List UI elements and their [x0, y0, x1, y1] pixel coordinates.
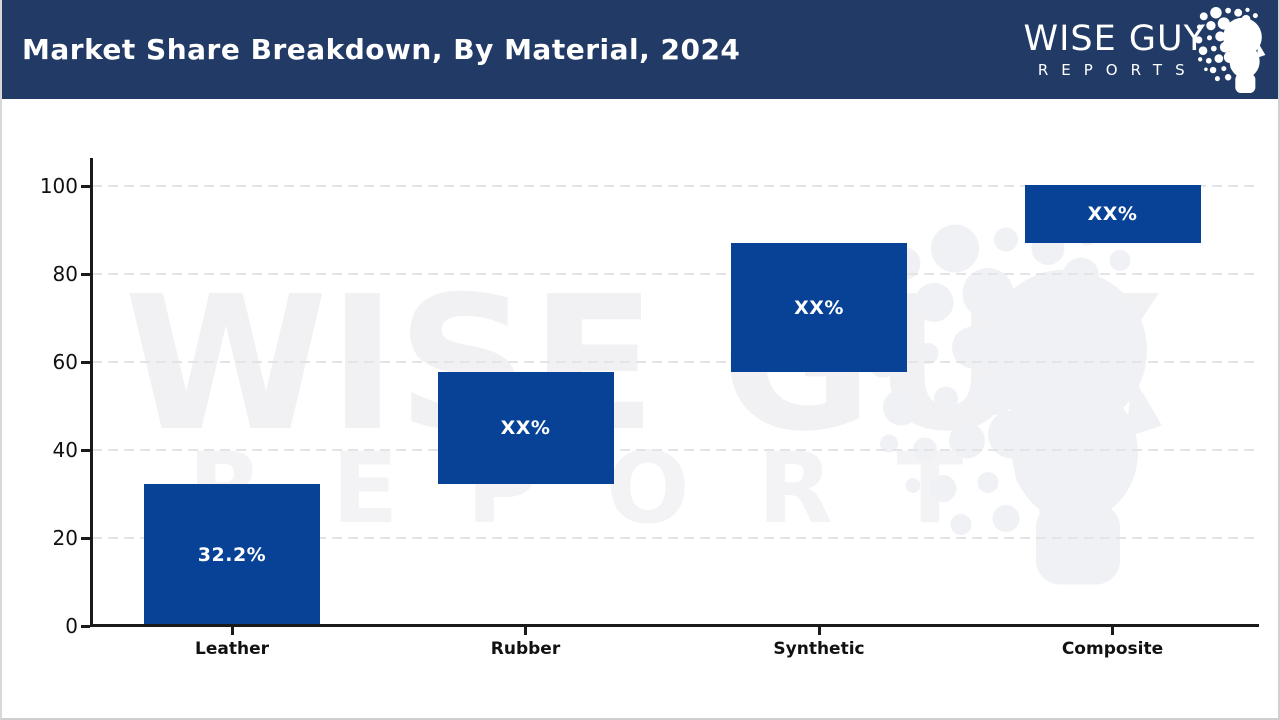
brand-logo: WISE GUY REPORTS — [1023, 7, 1270, 93]
x-category-label: Composite — [1061, 639, 1164, 659]
brand-name: WISE GUY — [1023, 18, 1206, 59]
x-axis-tick — [524, 627, 527, 635]
bar-value-label: XX% — [1087, 203, 1138, 226]
bar: XX% — [1024, 185, 1201, 244]
y-axis-line — [90, 158, 93, 627]
bar-value-label: XX% — [794, 296, 844, 319]
gridline — [92, 537, 1259, 539]
brand-head-icon — [1195, 7, 1266, 93]
y-axis-tick-label: 40 — [52, 438, 78, 462]
bar: XX% — [731, 243, 907, 373]
gridline — [92, 273, 1259, 275]
x-axis-tick — [230, 627, 234, 635]
bar-value-label: 32.2% — [197, 544, 267, 567]
x-axis-tick — [817, 627, 821, 635]
brand-wordmark: WISE GUY REPORTS — [1023, 18, 1206, 79]
y-axis-tick-label: 100 — [39, 174, 78, 198]
y-axis-tick — [81, 185, 90, 188]
gridline — [92, 449, 1259, 451]
gridline — [92, 185, 1259, 187]
x-axis-line — [90, 624, 1259, 627]
bar: 32.2% — [144, 484, 320, 626]
y-axis-tick-label: 60 — [52, 350, 78, 374]
bar-value-label: XX% — [500, 417, 551, 440]
header-bar: Market Share Breakdown, By Material, 202… — [2, 0, 1278, 99]
y-axis-tick — [81, 273, 90, 276]
x-category-label: Rubber — [490, 639, 561, 659]
x-category-label: Leather — [195, 639, 269, 659]
y-axis-tick — [81, 449, 90, 452]
page-title: Market Share Breakdown, By Material, 202… — [22, 33, 741, 66]
y-axis-tick-label: 80 — [52, 262, 78, 286]
y-axis-tick — [81, 361, 90, 364]
brand-subname: REPORTS — [1037, 60, 1198, 79]
y-axis-tick-label: 0 — [65, 614, 78, 638]
x-category-label: Synthetic — [773, 639, 865, 659]
x-axis-tick — [1111, 627, 1114, 635]
y-axis-tick — [81, 625, 90, 628]
bar: XX% — [437, 372, 614, 485]
gridline — [92, 361, 1259, 363]
y-axis-tick — [81, 537, 90, 540]
y-axis-tick-label: 20 — [52, 526, 78, 550]
